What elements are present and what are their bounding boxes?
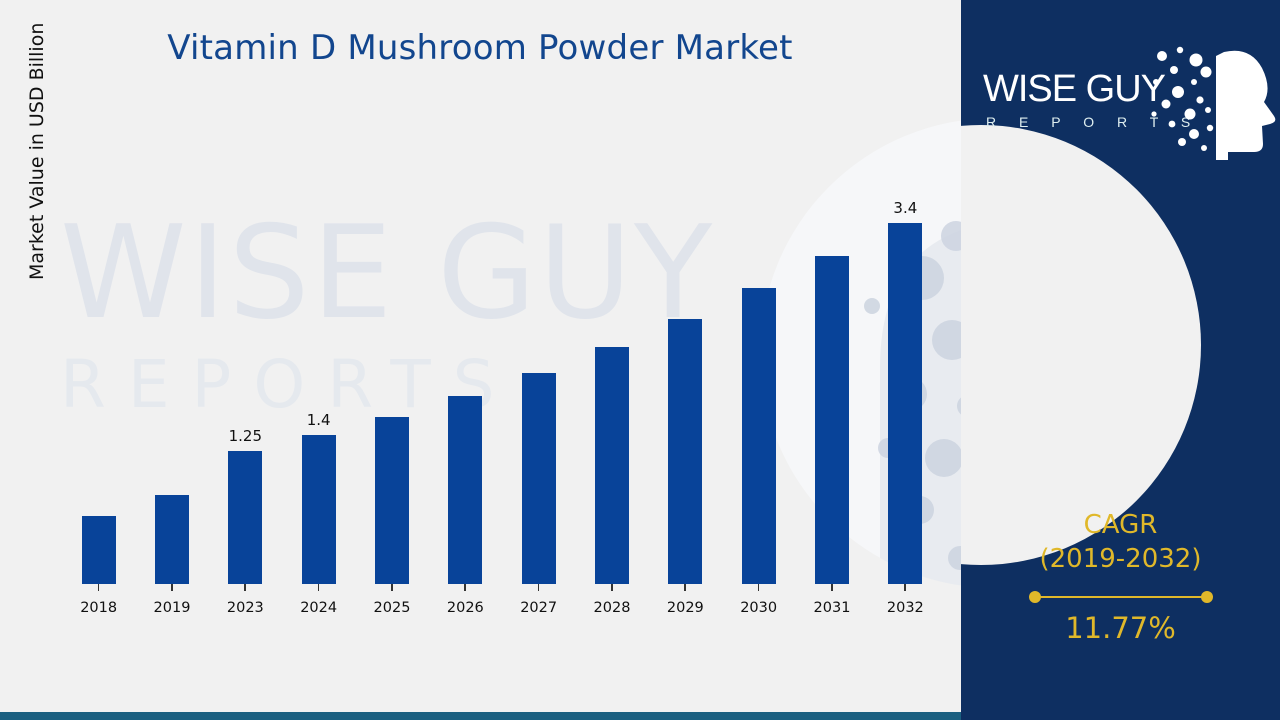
bar-group-2023: 1.25 2023 <box>227 170 264 616</box>
bar-group-2019: 2019 <box>154 170 190 616</box>
x-tick-2032 <box>904 584 906 591</box>
divider-dot-right <box>1200 590 1213 603</box>
x-label-2019: 2019 <box>153 600 191 616</box>
brand-panel: WISE GUY R E P O R T S CAGR ( <box>961 0 1280 720</box>
x-label-2018: 2018 <box>80 600 118 616</box>
bar-group-2027: 2027 <box>520 170 557 616</box>
x-tick-2030 <box>757 584 760 591</box>
x-tick-2026 <box>464 584 466 591</box>
cagr-period: (2019-2032) <box>1039 544 1202 575</box>
x-tick-2025 <box>391 584 393 591</box>
logo-dotted-head-icon <box>1151 46 1276 160</box>
x-tick-2018 <box>97 584 100 591</box>
bar-2031 <box>815 256 849 584</box>
x-label-2029: 2029 <box>666 600 704 616</box>
bar-group-2030: 2030 <box>740 170 777 616</box>
bar-2027 <box>521 372 556 584</box>
cagr-value: 11.77% <box>1065 610 1176 645</box>
bar-value-2032: 3.4 <box>893 199 918 218</box>
logo-subtitle: R E P O R T S <box>986 114 1200 130</box>
bar-2026 <box>448 396 483 584</box>
x-label-2023: 2023 <box>226 600 264 616</box>
x-label-2028: 2028 <box>593 600 631 616</box>
x-tick-2028 <box>611 584 613 591</box>
cagr-divider <box>1028 590 1213 603</box>
cagr-block: CAGR (2019-2032) 11.77% <box>961 508 1280 645</box>
bar-group-2025: 2025 <box>374 170 410 616</box>
x-label-2024: 2024 <box>300 600 338 616</box>
bar-group-2018: 2018 <box>80 170 117 616</box>
bar-2024 <box>301 435 336 584</box>
x-label-2026: 2026 <box>446 600 484 616</box>
logo-wordmark: WISE GUY <box>983 68 1166 110</box>
x-tick-2029 <box>684 584 686 591</box>
bar-group-2029: 2029 <box>667 170 704 616</box>
bottom-accent-bar <box>0 712 961 720</box>
x-tick-2023 <box>244 584 246 591</box>
y-axis-label: Market Value in USD Billion <box>26 22 48 280</box>
bar-2028 <box>595 347 629 584</box>
bar-group-2026: 2026 <box>447 170 484 616</box>
bar-value-2023: 1.25 <box>228 427 263 446</box>
x-tick-2031 <box>831 584 833 591</box>
bar-chart: Vitamin D Mushroom Powder Market Market … <box>26 22 942 616</box>
bar-2023 <box>228 451 263 584</box>
bar-2018 <box>81 516 116 584</box>
divider-line <box>1034 595 1207 598</box>
bar-2032 <box>888 223 923 584</box>
cagr-title: CAGR <box>1083 510 1158 540</box>
x-label-2031: 2031 <box>813 600 851 616</box>
bar-group-2024: 1.4 2024 <box>300 170 337 616</box>
plot-area: 2018 2019 1.25 2023 1.4 2024 2025 2026 2027 2028 2… <box>62 170 942 616</box>
bar-2025 <box>375 417 409 584</box>
bar-group-2032: 3.4 2032 <box>887 170 924 616</box>
chart-panel: WISE GUY REPORTS <box>0 22 961 720</box>
bar-group-2031: 2031 <box>814 170 850 616</box>
x-tick-2027 <box>537 584 540 591</box>
x-label-2027: 2027 <box>520 600 558 616</box>
page-title: Vitamin D Mushroom Powder Market <box>167 28 793 68</box>
bar-group-2028: 2028 <box>594 170 630 616</box>
x-label-2030: 2030 <box>740 600 778 616</box>
x-tick-2019 <box>171 584 173 591</box>
bar-2030 <box>741 287 776 584</box>
x-tick-2024 <box>317 584 320 591</box>
bar-2029 <box>668 318 703 584</box>
bar-2019 <box>155 494 189 584</box>
x-label-2032: 2032 <box>886 600 924 616</box>
wiseguy-reports-logo: WISE GUY R E P O R T S <box>961 30 1280 160</box>
x-label-2025: 2025 <box>373 600 411 616</box>
bar-value-2024: 1.4 <box>306 411 331 430</box>
